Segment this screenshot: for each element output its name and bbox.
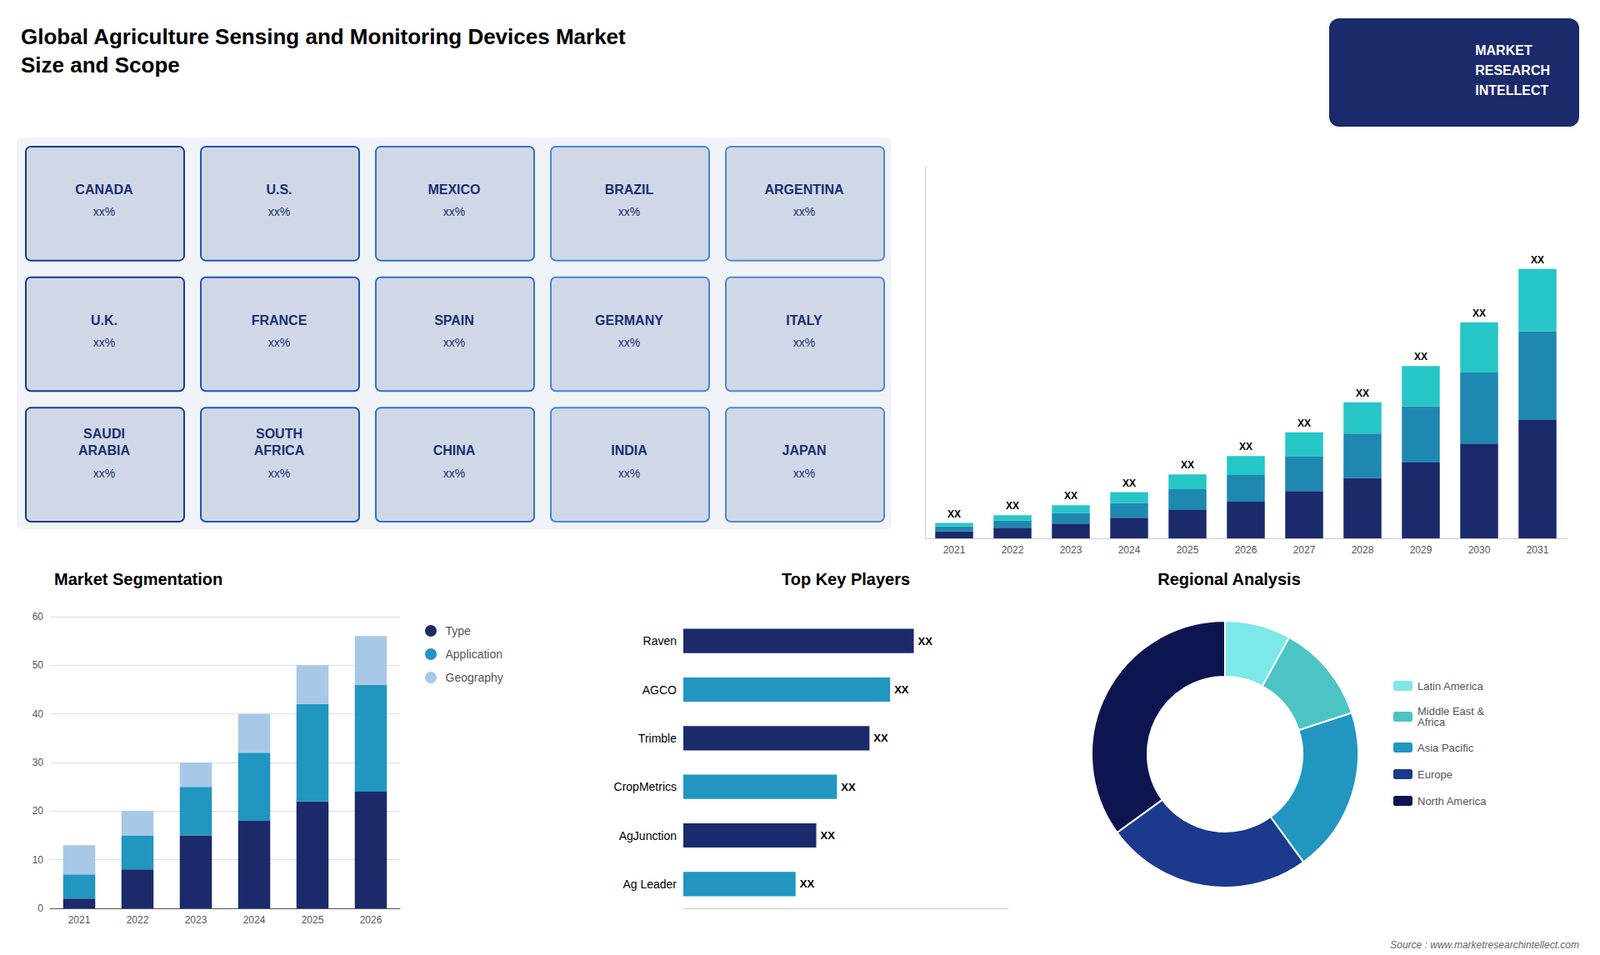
svg-text:40: 40	[32, 708, 45, 720]
svg-text:xx%: xx%	[268, 466, 290, 480]
svg-text:xx%: xx%	[618, 466, 640, 480]
svg-text:2021: 2021	[68, 914, 91, 926]
svg-text:xx%: xx%	[268, 205, 290, 219]
svg-text:XX: XX	[873, 731, 889, 745]
svg-text:Europe: Europe	[1417, 768, 1453, 781]
svg-text:Application: Application	[445, 647, 504, 661]
svg-text:XX: XX	[947, 508, 961, 520]
svg-text:INDIA: INDIA	[610, 443, 648, 458]
svg-text:Size and Scope: Size and Scope	[20, 52, 180, 78]
svg-text:2026: 2026	[1235, 544, 1258, 556]
svg-text:Source : www.marketresearchint: Source : www.marketresearchintellect.com	[1390, 939, 1580, 951]
svg-text:Regional Analysis: Regional Analysis	[1157, 570, 1301, 589]
svg-text:2023: 2023	[185, 914, 208, 926]
svg-text:2025: 2025	[1176, 544, 1200, 556]
svg-text:XX: XX	[1530, 254, 1545, 266]
svg-text:ITALY: ITALY	[785, 313, 823, 328]
svg-text:2027: 2027	[1293, 544, 1316, 556]
svg-text:XX: XX	[840, 780, 856, 794]
svg-text:SAUDI: SAUDI	[83, 426, 125, 441]
svg-text:AgJunction: AgJunction	[619, 829, 677, 843]
svg-text:XX: XX	[894, 683, 910, 696]
svg-text:AFRICA: AFRICA	[254, 443, 305, 458]
svg-text:U.K.: U.K.	[90, 313, 118, 328]
svg-text:XX: XX	[1064, 490, 1078, 502]
svg-text:Raven: Raven	[643, 634, 677, 648]
svg-text:2025: 2025	[301, 914, 325, 926]
svg-text:Geography: Geography	[445, 670, 504, 685]
svg-text:XX: XX	[1472, 307, 1486, 320]
svg-text:CropMetrics: CropMetrics	[614, 780, 677, 794]
svg-text:SPAIN: SPAIN	[434, 313, 475, 328]
svg-text:2022: 2022	[1001, 544, 1025, 556]
svg-text:xx%: xx%	[93, 205, 115, 219]
svg-text:CHINA: CHINA	[433, 443, 476, 458]
svg-text:10: 10	[32, 854, 45, 866]
svg-text:FRANCE: FRANCE	[251, 313, 308, 328]
svg-text:xx%: xx%	[618, 205, 640, 219]
svg-text:xx%: xx%	[793, 466, 815, 480]
svg-text:Africa: Africa	[1417, 715, 1446, 729]
svg-text:XX: XX	[1180, 459, 1195, 471]
svg-text:XX: XX	[918, 635, 934, 648]
svg-text:30: 30	[32, 756, 45, 769]
svg-text:xx%: xx%	[443, 205, 465, 219]
svg-text:XX: XX	[1005, 500, 1020, 512]
svg-text:Trimble: Trimble	[638, 731, 677, 745]
svg-text:Type: Type	[445, 624, 472, 638]
svg-text:North America: North America	[1417, 795, 1487, 808]
svg-text:xx%: xx%	[268, 335, 290, 350]
svg-text:50: 50	[32, 659, 45, 671]
svg-text:xx%: xx%	[793, 335, 815, 350]
svg-text:Middle East &: Middle East &	[1417, 705, 1485, 718]
svg-text:2030: 2030	[1468, 544, 1491, 556]
svg-text:2024: 2024	[1118, 544, 1141, 556]
svg-text:xx%: xx%	[443, 335, 465, 350]
svg-text:2022: 2022	[126, 914, 150, 926]
svg-text:AGCO: AGCO	[642, 683, 677, 697]
svg-text:CANADA: CANADA	[75, 182, 134, 197]
svg-text:Market Segmentation: Market Segmentation	[54, 570, 223, 589]
svg-text:XX: XX	[1297, 417, 1311, 430]
svg-text:ARABIA: ARABIA	[78, 443, 131, 458]
svg-text:JAPAN: JAPAN	[781, 443, 826, 458]
svg-text:U.S.: U.S.	[265, 182, 292, 197]
svg-text:2031: 2031	[1526, 544, 1550, 556]
svg-text:Latin America: Latin America	[1417, 680, 1485, 693]
svg-text:xx%: xx%	[443, 466, 465, 480]
svg-text:ARGENTINA: ARGENTINA	[764, 182, 845, 197]
svg-text:XX: XX	[1122, 477, 1136, 490]
svg-text:2026: 2026	[360, 914, 383, 926]
svg-text:Global Agriculture Sensing and: Global Agriculture Sensing and Monitorin…	[20, 24, 626, 50]
svg-text:60: 60	[32, 610, 45, 623]
svg-text:xx%: xx%	[93, 466, 115, 480]
svg-text:SOUTH: SOUTH	[255, 426, 303, 441]
svg-text:2023: 2023	[1060, 544, 1083, 556]
svg-text:2028: 2028	[1351, 544, 1375, 556]
svg-text:2024: 2024	[243, 914, 266, 926]
svg-text:XX: XX	[1414, 350, 1428, 363]
svg-text:XX: XX	[800, 877, 815, 890]
svg-text:2021: 2021	[943, 544, 966, 556]
svg-text:Top Key Players: Top Key Players	[781, 570, 910, 589]
svg-text:MEXICO: MEXICO	[427, 182, 480, 197]
svg-text:Asia Pacific: Asia Pacific	[1417, 741, 1475, 755]
svg-text:MARKET: MARKET	[1475, 43, 1533, 58]
svg-text:XX: XX	[1355, 387, 1370, 400]
svg-text:GERMANY: GERMANY	[595, 313, 664, 328]
svg-text:xx%: xx%	[793, 205, 815, 219]
svg-text:BRAZIL: BRAZIL	[605, 182, 655, 197]
svg-text:20: 20	[32, 805, 45, 817]
svg-text:0: 0	[37, 902, 44, 915]
svg-text:xx%: xx%	[618, 335, 640, 350]
svg-text:2029: 2029	[1410, 544, 1433, 556]
svg-text:xx%: xx%	[93, 335, 115, 350]
svg-text:Ag Leader: Ag Leader	[622, 877, 677, 891]
svg-text:INTELLECT: INTELLECT	[1475, 83, 1549, 98]
svg-text:RESEARCH: RESEARCH	[1475, 63, 1550, 78]
svg-text:XX: XX	[1239, 440, 1253, 453]
svg-text:XX: XX	[820, 829, 836, 842]
